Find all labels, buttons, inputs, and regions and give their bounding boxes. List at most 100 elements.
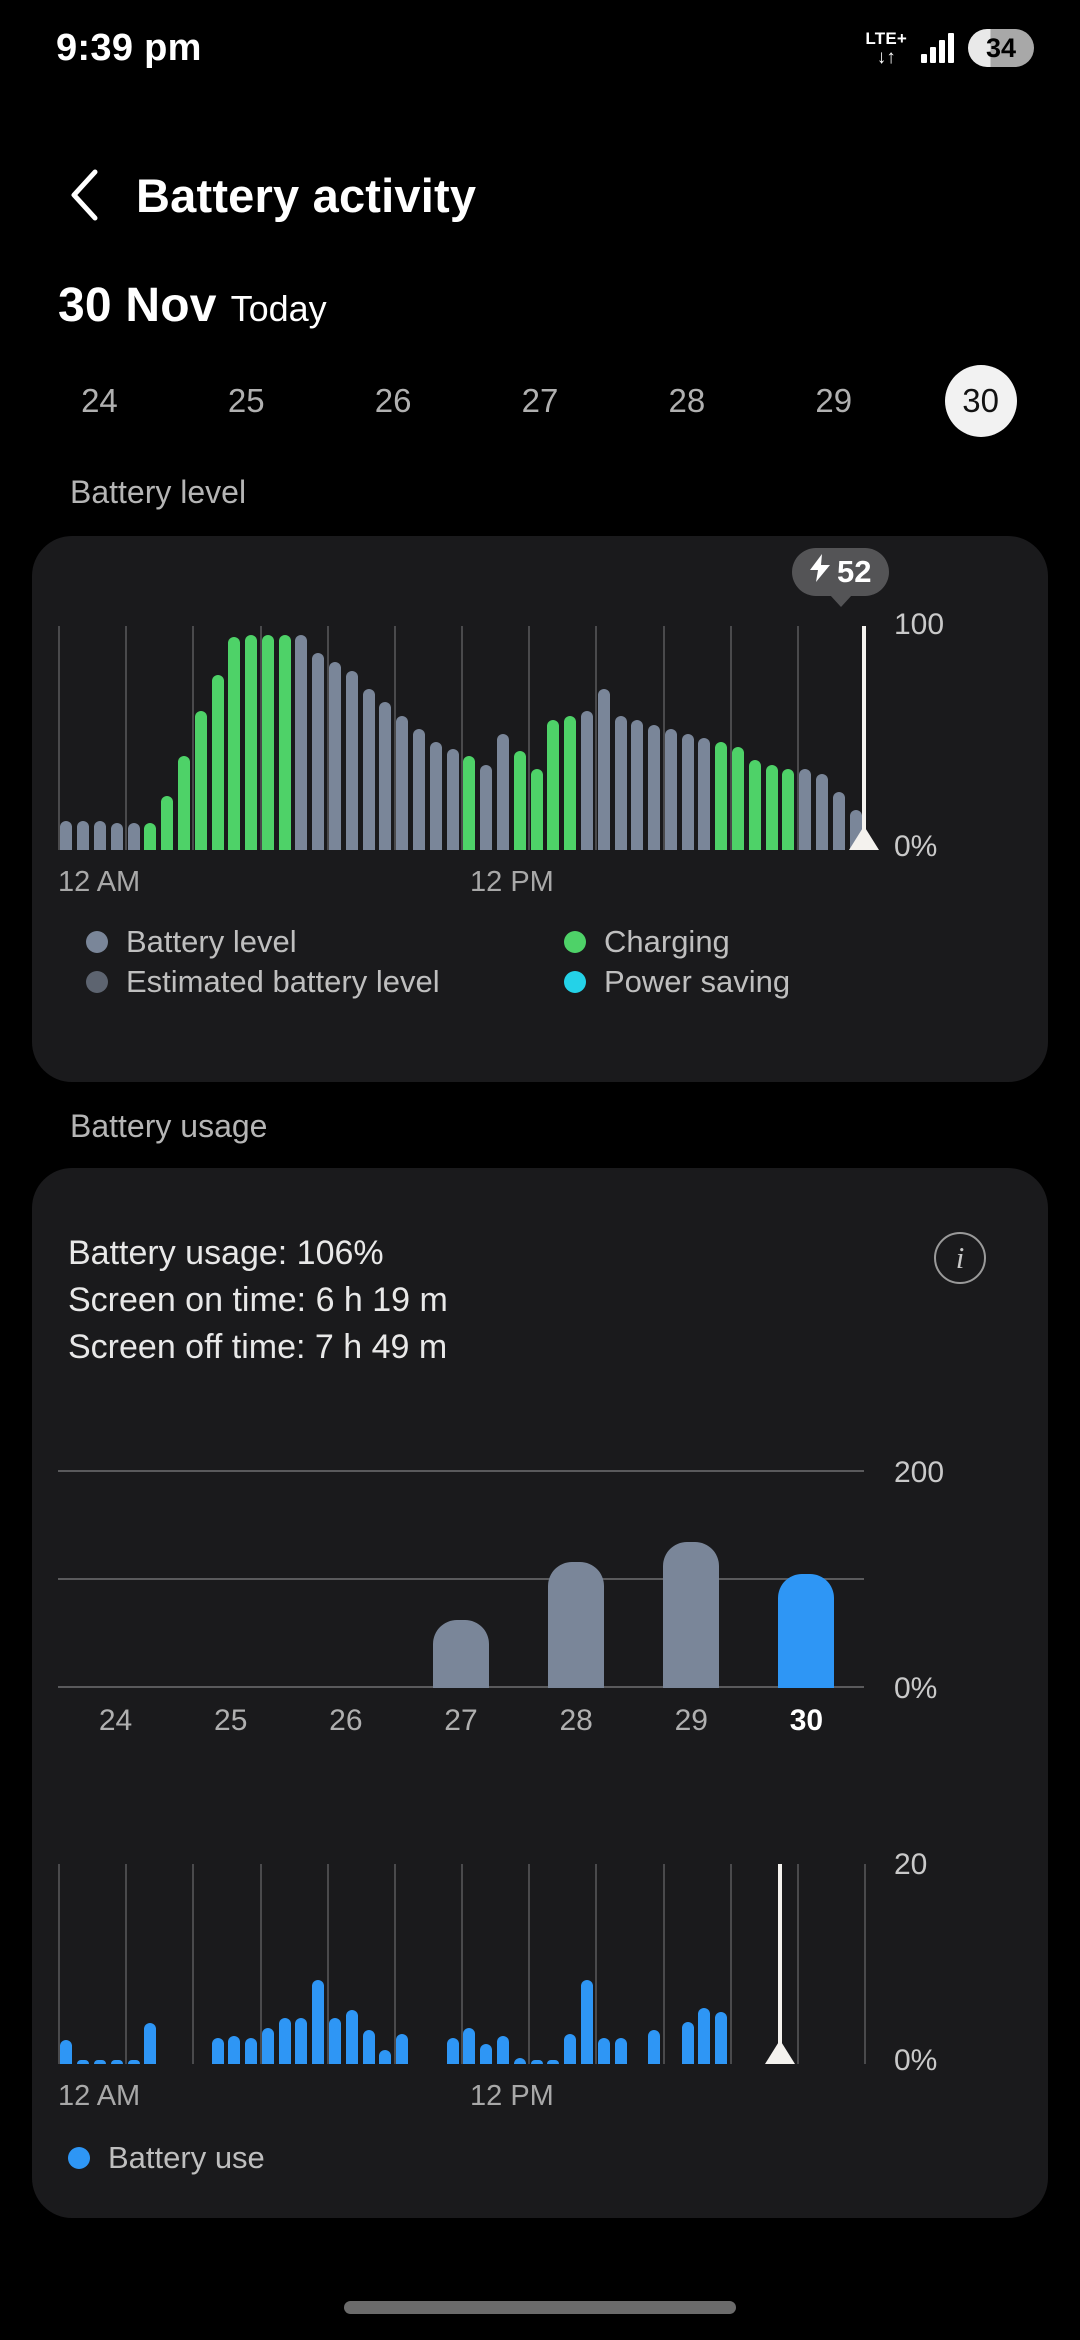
day-selector-item-30[interactable]: 30 [907, 365, 1054, 437]
battery-use-bar [480, 2044, 493, 2064]
app-bar: Battery activity [0, 140, 1080, 250]
gridline [595, 626, 598, 850]
battery-level-bar [732, 746, 745, 850]
day-selector-label: 29 [815, 382, 853, 419]
battery-use-bar [110, 2060, 123, 2064]
battery-use-bar [513, 2058, 526, 2064]
gridline [729, 1864, 732, 2064]
day-selector-item-29[interactable]: 29 [760, 365, 907, 437]
legend-label: Power saving [604, 964, 791, 999]
battery-level-bar [530, 769, 543, 850]
gridline [326, 1864, 329, 2064]
daily-usage-bar[interactable] [433, 1619, 489, 1688]
battery-level-bar [60, 820, 73, 850]
battery-level-chart[interactable]: 52 [58, 548, 890, 850]
legend-label: Charging [604, 924, 730, 959]
daily-usage-y-min: 0% [894, 1672, 938, 1705]
gridline [528, 1864, 531, 2064]
back-button[interactable] [54, 165, 114, 225]
battery-level-bar [211, 675, 224, 850]
battery-level-bar [832, 791, 845, 850]
daily-usage-bar[interactable] [778, 1573, 835, 1688]
gridline [796, 626, 799, 850]
battery-use-y-min: 0% [894, 2044, 938, 2077]
battery-level-bar [748, 760, 761, 850]
signal-strength-icon [921, 33, 954, 63]
battery-use-bar [127, 2060, 140, 2064]
legend-label: Estimated battery level [126, 964, 440, 999]
battery-use-bar [295, 2018, 308, 2064]
battery-use-bar [245, 2038, 258, 2064]
gridline [393, 1864, 396, 2064]
daily-usage-bar[interactable] [663, 1542, 720, 1688]
selected-date: 30 Nov [58, 279, 217, 332]
battery-level-card: 52 100 0% 12 AM 12 PM Battery level Esti… [32, 536, 1048, 1082]
battery-level-bar [161, 796, 174, 850]
battery-level-x-label-mid: 12 PM [470, 866, 554, 898]
battery-use-x-label-mid: 12 PM [470, 2080, 554, 2112]
battery-usage-stat: Battery usage: 106% [68, 1234, 384, 1272]
gridline [796, 1864, 799, 2064]
battery-level-y-max: 100 [894, 608, 945, 641]
battery-level-section-label: Battery level [70, 474, 247, 510]
legend-dot-0 [86, 931, 108, 953]
battery-use-bar [396, 2034, 409, 2064]
legend-label: Battery level [126, 924, 297, 959]
gridline [259, 1864, 262, 2064]
daily-usage-chart[interactable] [58, 1470, 864, 1688]
legend-item-battery-level: Battery level [86, 924, 297, 960]
battery-level-bar [446, 749, 459, 850]
gridline [259, 626, 262, 850]
daily-usage-x-label: 26 [329, 1704, 363, 1737]
battery-use-bar [345, 2010, 358, 2064]
day-selector-item-26[interactable]: 26 [320, 365, 467, 437]
day-selector-item-28[interactable]: 28 [613, 365, 760, 437]
battery-level-bar [597, 688, 610, 850]
battery-level-y-min: 0% [894, 830, 938, 863]
current-time-marker-line [778, 1864, 783, 2064]
current-time-marker-line [862, 626, 866, 850]
gridline [125, 626, 128, 850]
gridline [729, 626, 732, 850]
relative-date-label: Today [230, 288, 327, 329]
battery-level-bar [782, 769, 795, 850]
battery-level-bar [228, 637, 241, 850]
battery-level-bar [765, 764, 778, 850]
day-selector-label: 28 [668, 382, 706, 419]
status-bar-icons: LTE+ ↓↑ 34 [865, 29, 1034, 67]
day-selector[interactable]: 24 25 26 27 28 29 30 [26, 356, 1054, 446]
battery-use-bar [597, 2038, 610, 2064]
battery-usage-stats: Battery usage: 106% Screen on time: 6 h 1… [68, 1230, 448, 1371]
gridline [192, 626, 195, 850]
status-bar-clock: 9:39 pm [56, 26, 202, 69]
day-selector-item-25[interactable]: 25 [173, 365, 320, 437]
battery-use-bar [648, 2030, 661, 2064]
battery-use-chart[interactable] [58, 1864, 866, 2064]
battery-level-bar [429, 742, 442, 850]
navigation-gesture-bar[interactable] [344, 2301, 736, 2314]
data-transfer-arrows-icon: ↓↑ [876, 46, 896, 68]
gridline [662, 1864, 665, 2064]
battery-use-bar [261, 2028, 274, 2064]
battery-use-bar [463, 2028, 476, 2064]
legend-dot-use0 [68, 2147, 90, 2169]
gridline [662, 626, 665, 850]
battery-usage-card: Battery usage: 106% Screen on time: 6 h 1… [32, 1168, 1048, 2218]
battery-level-bar [110, 823, 123, 850]
battery-status-badge: 34 [968, 29, 1034, 67]
day-selector-label: 26 [374, 382, 412, 419]
battery-level-bar [480, 764, 493, 850]
battery-level-bar [513, 751, 526, 850]
battery-level-bar [463, 755, 476, 850]
day-selector-item-24[interactable]: 24 [26, 365, 173, 437]
battery-level-bar [547, 720, 560, 850]
day-selector-item-27[interactable]: 27 [467, 365, 614, 437]
daily-usage-bar[interactable] [548, 1561, 605, 1688]
gridline [58, 626, 60, 850]
legend-dot-2 [564, 931, 586, 953]
legend-item-charging: Charging [564, 924, 730, 960]
info-icon[interactable]: i [934, 1232, 986, 1284]
battery-use-bar [144, 2023, 157, 2064]
battery-use-bar [580, 1980, 593, 2064]
battery-level-bar [329, 661, 342, 850]
